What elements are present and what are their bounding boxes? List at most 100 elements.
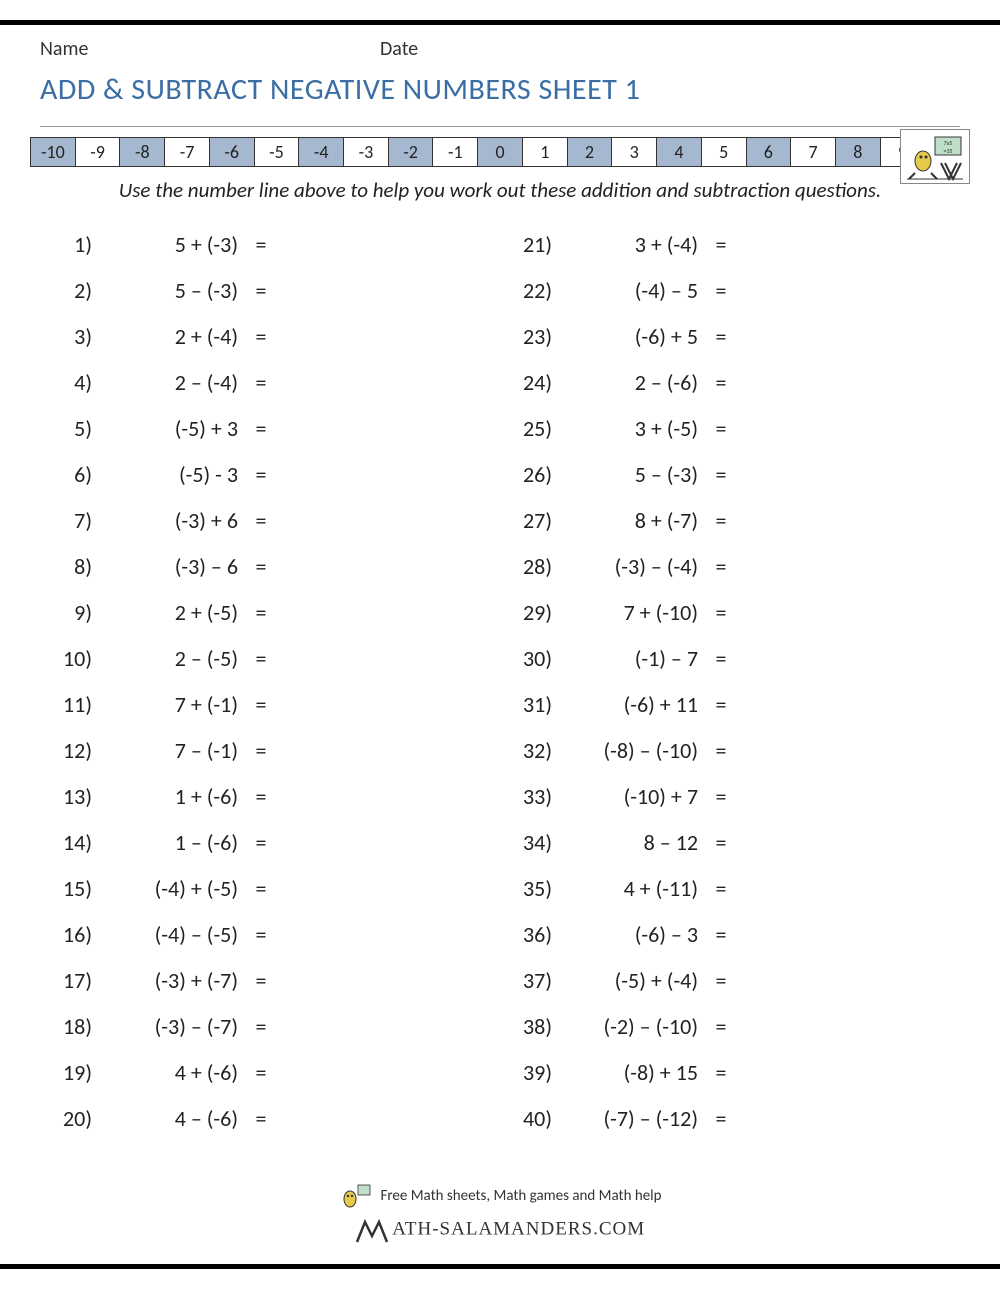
problem-expression: 3 + (-5): [556, 415, 706, 442]
problem-expression: (-8) – (-10): [556, 737, 706, 764]
problem-expression: 4 + (-6): [96, 1059, 246, 1086]
problem-expression: (-6) + 5: [556, 323, 706, 350]
problem-expression: (-3) – (-4): [556, 553, 706, 580]
problem-expression: (-5) + 3: [96, 415, 246, 442]
equals-sign: =: [246, 507, 276, 534]
worksheet-title: ADD & SUBTRACT NEGATIVE NUMBERS SHEET 1: [40, 71, 960, 108]
bottom-rule: [0, 1264, 1000, 1269]
problem-number: 22): [500, 277, 556, 304]
problem-expression: 7 + (-10): [556, 599, 706, 626]
equals-sign: =: [246, 1013, 276, 1040]
equals-sign: =: [706, 461, 736, 488]
problem-expression: (-4) – 5: [556, 277, 706, 304]
problem-number: 35): [500, 875, 556, 902]
problem-expression: 8 + (-7): [556, 507, 706, 534]
equals-sign: =: [246, 277, 276, 304]
problem-number: 9): [40, 599, 96, 626]
problem-expression: 2 + (-4): [96, 323, 246, 350]
problem-row: 16)(-4) – (-5)=: [40, 911, 500, 957]
problem-expression: 1 + (-6): [96, 783, 246, 810]
problem-number: 14): [40, 829, 96, 856]
problem-row: 22)(-4) – 5=: [500, 267, 960, 313]
problem-row: 2)5 – (-3)=: [40, 267, 500, 313]
problem-expression: 2 – (-6): [556, 369, 706, 396]
problem-row: 31)(-6) + 11=: [500, 681, 960, 727]
equals-sign: =: [246, 691, 276, 718]
equals-sign: =: [706, 645, 736, 672]
equals-sign: =: [246, 921, 276, 948]
equals-sign: =: [706, 507, 736, 534]
problems-column-right: 21)3 + (-4)=22)(-4) – 5=23)(-6) + 5=24)2…: [500, 221, 960, 1141]
equals-sign: =: [246, 323, 276, 350]
problem-expression: (-7) – (-12): [556, 1105, 706, 1132]
problem-number: 34): [500, 829, 556, 856]
number-line-cell: -4: [299, 138, 344, 166]
footer-url: ATH-SALAMANDERS.COM: [392, 1219, 645, 1240]
problem-row: 39)(-8) + 15=: [500, 1049, 960, 1095]
problem-row: 5)(-5) + 3=: [40, 405, 500, 451]
problem-number: 21): [500, 231, 556, 258]
equals-sign: =: [706, 277, 736, 304]
problem-number: 13): [40, 783, 96, 810]
problem-row: 14)1 – (-6)=: [40, 819, 500, 865]
problem-expression: (-3) + 6: [96, 507, 246, 534]
title-wrap: ADD & SUBTRACT NEGATIVE NUMBERS SHEET 1 …: [0, 61, 1000, 122]
problem-expression: 5 – (-3): [96, 277, 246, 304]
problem-expression: (-8) + 15: [556, 1059, 706, 1086]
problem-number: 8): [40, 553, 96, 580]
equals-sign: =: [246, 231, 276, 258]
problem-number: 16): [40, 921, 96, 948]
problem-number: 15): [40, 875, 96, 902]
problem-number: 18): [40, 1013, 96, 1040]
problem-number: 26): [500, 461, 556, 488]
problem-number: 19): [40, 1059, 96, 1086]
problem-number: 25): [500, 415, 556, 442]
problem-number: 4): [40, 369, 96, 396]
equals-sign: =: [246, 645, 276, 672]
problem-number: 24): [500, 369, 556, 396]
problem-number: 10): [40, 645, 96, 672]
equals-sign: =: [246, 783, 276, 810]
problem-row: 29)7 + (-10)=: [500, 589, 960, 635]
problem-number: 30): [500, 645, 556, 672]
problem-expression: (-5) + (-4): [556, 967, 706, 994]
problem-row: 38)(-2) – (-10)=: [500, 1003, 960, 1049]
number-line-cell: -10: [31, 138, 76, 166]
problem-row: 36)(-6) – 3=: [500, 911, 960, 957]
equals-sign: =: [246, 875, 276, 902]
problem-row: 19)4 + (-6)=: [40, 1049, 500, 1095]
salamander-logo-icon: 7x5 =35: [900, 129, 970, 184]
problem-row: 33)(-10) + 7=: [500, 773, 960, 819]
footer-tagline: Free Math sheets, Math games and Math he…: [380, 1187, 661, 1205]
problem-expression: 1 – (-6): [96, 829, 246, 856]
problem-number: 29): [500, 599, 556, 626]
equals-sign: =: [246, 829, 276, 856]
problem-number: 11): [40, 691, 96, 718]
problem-expression: (-2) – (-10): [556, 1013, 706, 1040]
problem-row: 17)(-3) + (-7)=: [40, 957, 500, 1003]
number-line-cell: 2: [568, 138, 613, 166]
equals-sign: =: [706, 691, 736, 718]
problem-row: 18)(-3) – (-7)=: [40, 1003, 500, 1049]
problem-number: 27): [500, 507, 556, 534]
problem-row: 27)8 + (-7)=: [500, 497, 960, 543]
number-line-cell: 7: [791, 138, 836, 166]
problem-number: 7): [40, 507, 96, 534]
problem-expression: 4 – (-6): [96, 1105, 246, 1132]
equals-sign: =: [246, 599, 276, 626]
problem-number: 20): [40, 1105, 96, 1132]
equals-sign: =: [706, 737, 736, 764]
svg-text:7x5: 7x5: [944, 139, 953, 147]
number-line-cell: 8: [836, 138, 881, 166]
number-line-cell: -7: [165, 138, 210, 166]
problem-expression: 4 + (-11): [556, 875, 706, 902]
equals-sign: =: [706, 1059, 736, 1086]
problem-expression: 8 – 12: [556, 829, 706, 856]
equals-sign: =: [706, 921, 736, 948]
problem-expression: (-3) – 6: [96, 553, 246, 580]
number-line-cell: -6: [210, 138, 255, 166]
number-line: -10-9-8-7-6-5-4-3-2-1012345678910: [30, 137, 970, 167]
equals-sign: =: [706, 967, 736, 994]
problem-row: 21)3 + (-4)=: [500, 221, 960, 267]
problem-number: 5): [40, 415, 96, 442]
